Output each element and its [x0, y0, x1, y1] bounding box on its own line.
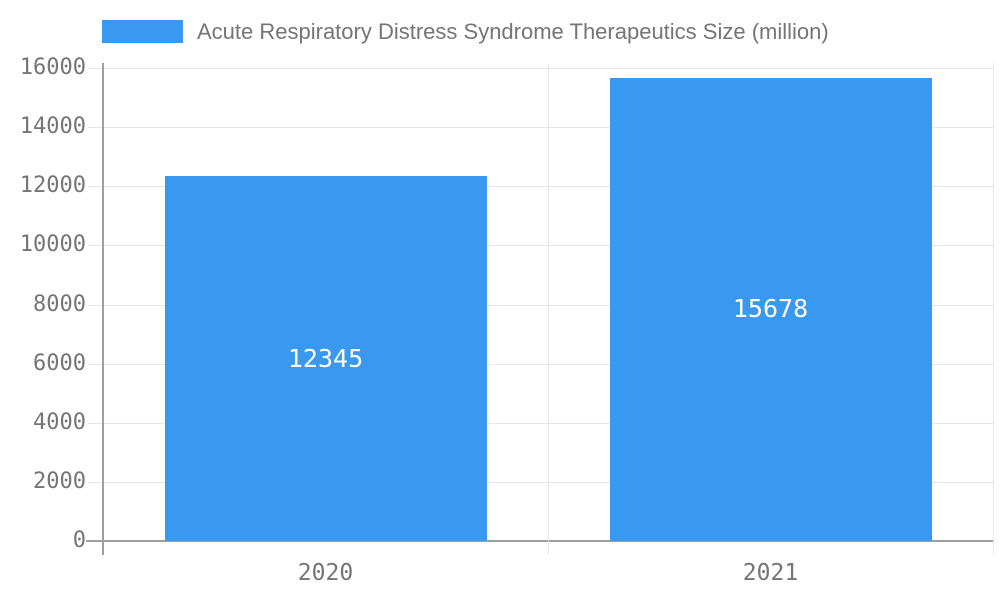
y-tick-label: 12000 [19, 173, 86, 199]
y-gridline [88, 304, 993, 306]
bar-value-label: 15678 [732, 294, 809, 324]
y-gridline [88, 127, 993, 129]
category-gridline [548, 63, 549, 555]
y-gridline [88, 481, 993, 483]
y-tick-label: 6000 [33, 350, 86, 376]
y-tick-label: 0 [72, 528, 86, 553]
x-axis-line [86, 540, 993, 542]
x-tick-label: 2020 [297, 560, 354, 586]
y-tick-label: 10000 [19, 232, 86, 258]
legend: Acute Respiratory Distress Syndrome Ther… [0, 0, 1000, 50]
y-tick-label: 4000 [33, 409, 86, 435]
y-gridline [88, 363, 993, 365]
y-tick-label: 14000 [19, 114, 86, 140]
x-tick-label: 2021 [742, 560, 799, 586]
category-gridline [993, 63, 994, 555]
bar-value-label: 12345 [287, 343, 364, 373]
y-tick-label: 8000 [33, 291, 86, 317]
legend-label: Acute Respiratory Distress Syndrome Ther… [197, 19, 829, 44]
y-gridline [88, 186, 993, 188]
y-axis-line [102, 63, 104, 555]
bar-2020 [164, 176, 487, 541]
y-gridline [88, 68, 993, 69]
y-tick-label: 2000 [33, 468, 86, 494]
y-tick-label: 16000 [19, 55, 86, 80]
y-gridline [88, 245, 993, 247]
y-gridline [88, 422, 993, 424]
bar-2021 [609, 77, 932, 541]
legend-color-swatch [102, 20, 183, 43]
